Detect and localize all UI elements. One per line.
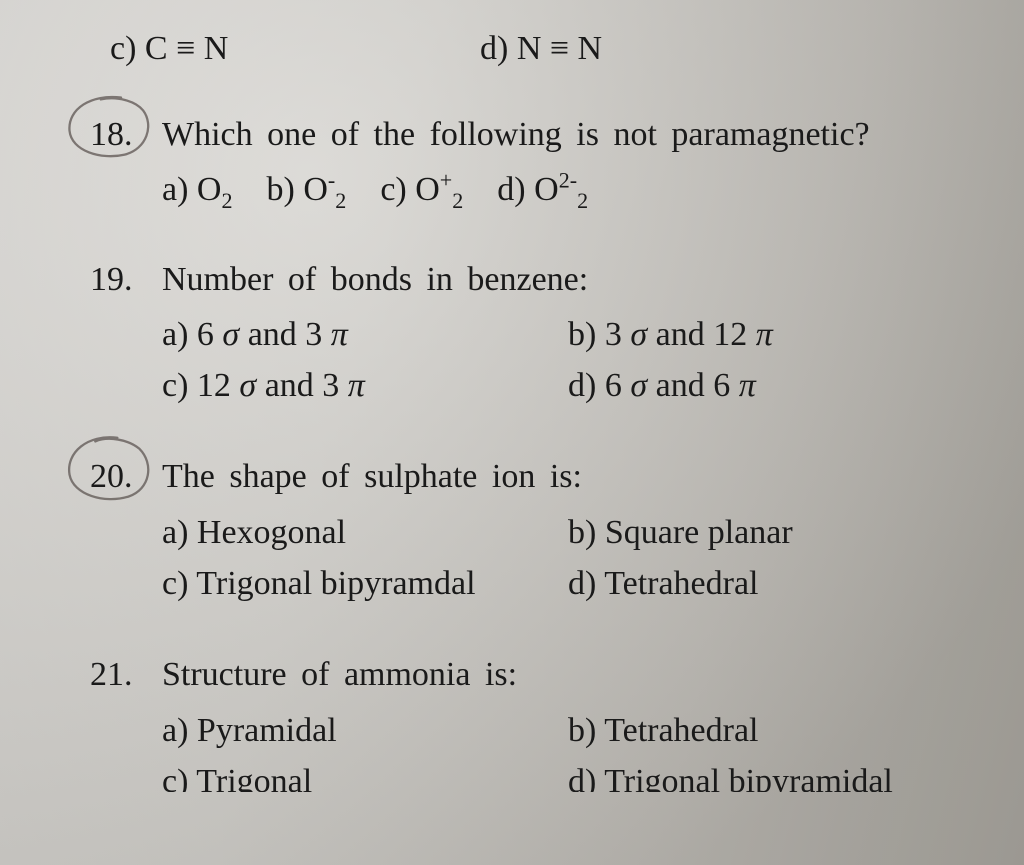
question-21-options: a) Pyramidal b) Tetrahedral c) Trigonal … [162, 706, 974, 792]
option-a: a) Hexogonal [162, 508, 568, 557]
question-text: Which one of the following is not parama… [162, 110, 974, 159]
option-d: d) Trigonal bipyramidal [568, 757, 974, 792]
option-c: c) O+2 [380, 165, 497, 214]
question-18: 18. Which one of the following is not pa… [90, 110, 974, 215]
previous-question-options: c) C ≡ N d) N ≡ N [110, 30, 974, 68]
option-b: b) 3 σ and 12 π [568, 310, 974, 359]
option-c: c) C ≡ N [110, 30, 480, 68]
option-d: d) O2-2 [497, 165, 622, 214]
option-b: b) Square planar [568, 508, 974, 557]
option-b: b) O-2 [267, 165, 381, 214]
question-19: 19. Number of bonds in benzene: a) 6 σ a… [90, 255, 974, 413]
question-number: 20. [90, 458, 133, 495]
option-d: d) N ≡ N [480, 30, 974, 68]
option-c: c) 12 σ and 3 π [162, 361, 568, 410]
question-21: 21. Structure of ammonia is: a) Pyramida… [90, 650, 974, 791]
question-text: The shape of sulphate ion is: [162, 452, 974, 501]
option-a: a) 6 σ and 3 π [162, 310, 568, 359]
question-20: 20. The shape of sulphate ion is: a) Hex… [90, 452, 974, 610]
option-c: c) Trigonal bipyramdal [162, 559, 568, 608]
question-19-options: a) 6 σ and 3 π b) 3 σ and 12 π c) 12 σ a… [162, 310, 974, 413]
question-text: Structure of ammonia is: [162, 650, 974, 699]
question-number: 19. [90, 261, 133, 298]
question-number: 18. [90, 116, 133, 153]
option-a: a) Pyramidal [162, 706, 568, 755]
question-number: 21. [90, 656, 133, 693]
question-text: Number of bonds in benzene: [162, 255, 974, 304]
option-d: d) Tetrahedral [568, 559, 974, 608]
option-a: a) O2 [162, 165, 267, 214]
option-b: b) Tetrahedral [568, 706, 974, 755]
option-c: c) Trigonal [162, 757, 568, 792]
question-20-options: a) Hexogonal b) Square planar c) Trigona… [162, 508, 974, 611]
question-18-options: a) O2 b) O-2 c) O+2 d) O2-2 [162, 165, 974, 214]
option-d: d) 6 σ and 6 π [568, 361, 974, 410]
